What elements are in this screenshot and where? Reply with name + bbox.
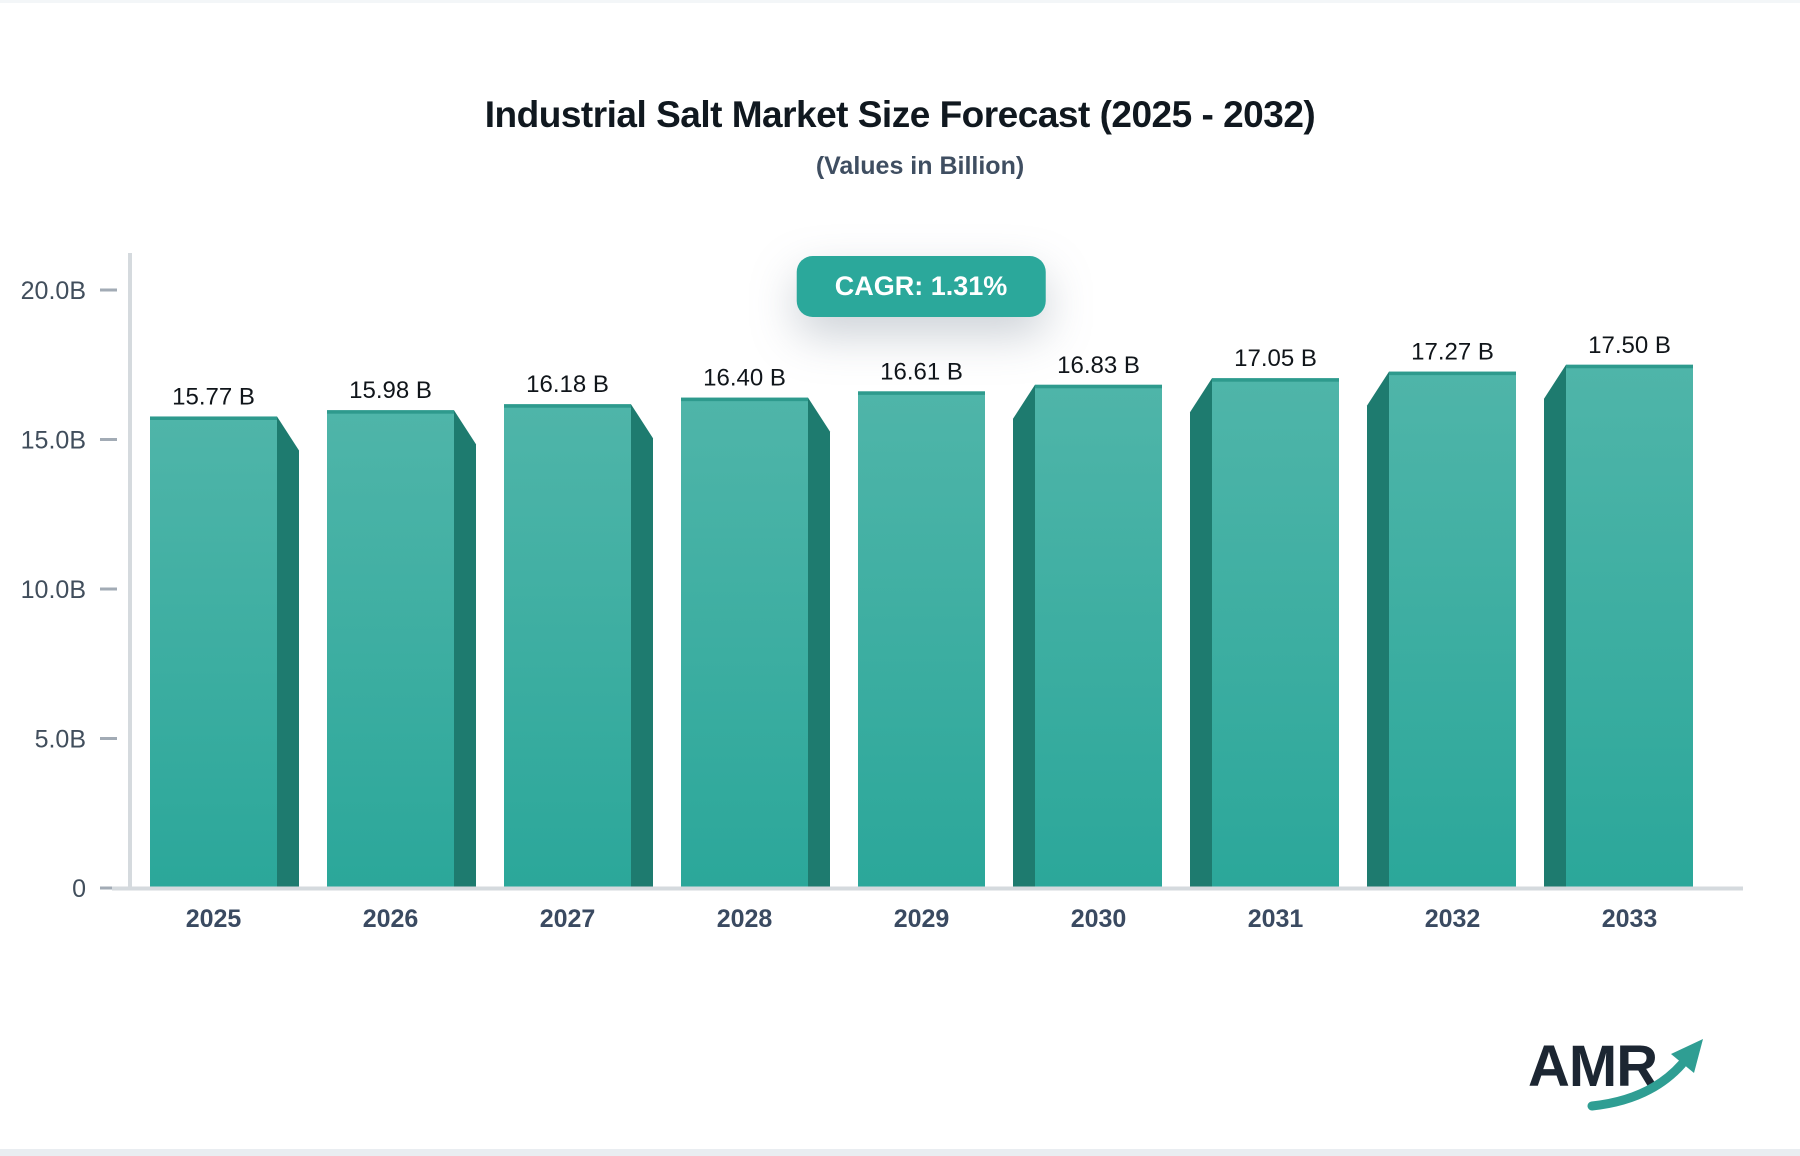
bar-value-label: 15.77 B (172, 383, 255, 410)
y-axis-tick (100, 587, 117, 591)
bar-face (504, 404, 631, 888)
bar-top-edge (327, 410, 454, 414)
y-axis-tick-label: 15.0B (21, 427, 86, 455)
bar-value-label: 17.50 B (1588, 332, 1671, 359)
x-axis-label: 2030 (1071, 905, 1127, 933)
bar-face (1035, 384, 1162, 888)
y-axis-line (128, 253, 132, 890)
chart-header: Industrial Salt Market Size Forecast (20… (0, 94, 1800, 181)
x-axis-label: 2029 (894, 905, 950, 933)
bar-value-label: 16.40 B (703, 365, 786, 392)
bar-top-edge (1035, 384, 1162, 389)
x-axis-label: 2031 (1248, 905, 1304, 933)
y-axis-tick-label: 5.0B (35, 726, 86, 754)
bar-value-label: 17.27 B (1411, 339, 1494, 366)
amr-logo: AMR (1528, 1034, 1703, 1111)
page-bottom-border (0, 1149, 1800, 1156)
logo-arrow-head-icon (1671, 1039, 1703, 1073)
cagr-badge: CAGR: 1.31% (796, 256, 1046, 317)
bar-face (1389, 371, 1516, 888)
bar-top-edge (1212, 378, 1339, 382)
x-axis-label: 2032 (1425, 905, 1481, 933)
bar-face (681, 397, 808, 888)
bar-value-label: 17.05 B (1234, 345, 1317, 372)
bar-side-face (454, 410, 476, 888)
bar-top-edge (150, 416, 277, 420)
y-axis-tick (100, 737, 117, 740)
x-axis-label: 2028 (717, 905, 773, 933)
bar-side-face (1367, 371, 1389, 888)
bar-top-edge (504, 404, 631, 408)
page-top-border (0, 0, 1800, 3)
y-axis-tick (100, 438, 117, 441)
bar-face (327, 410, 454, 888)
bar-face (1212, 378, 1339, 888)
bar-side-face (808, 397, 830, 888)
y-axis-tick (100, 288, 117, 292)
bar-side-face (1544, 364, 1566, 888)
x-axis-label: 2033 (1602, 905, 1658, 933)
bar-value-label: 15.98 B (349, 377, 432, 404)
bar-side-face (631, 404, 653, 888)
bar-side-face (277, 416, 299, 888)
y-axis-tick (100, 886, 117, 890)
x-axis-label: 2027 (540, 905, 596, 933)
bar-side-face (1013, 384, 1035, 888)
x-axis-label: 2026 (363, 905, 419, 933)
logo-arrow-tail (1587, 1059, 1687, 1111)
bar-face (858, 391, 985, 888)
chart-subtitle: (Values in Billion) (815, 152, 1025, 180)
y-axis-tick-label: 20.0B (21, 277, 86, 305)
bar-value-label: 16.61 B (880, 358, 963, 385)
chart-title: Industrial Salt Market Size Forecast (20… (484, 94, 1316, 135)
bar-top-edge (681, 397, 808, 402)
bar-value-label: 16.83 B (1057, 352, 1140, 379)
x-axis-label: 2025 (186, 905, 242, 933)
bar-top-edge (1389, 371, 1516, 376)
bar-top-edge (1566, 364, 1693, 369)
bar-face (1566, 364, 1693, 888)
amr-logo-text: AMR (1528, 1034, 1657, 1099)
bar-face (150, 416, 277, 888)
bar-top-edge (858, 391, 985, 395)
y-axis-tick-label: 10.0B (21, 576, 86, 604)
x-axis-baseline (112, 886, 1743, 891)
bar-side-face (1190, 378, 1212, 888)
y-axis-tick-label: 0 (72, 875, 86, 903)
bar-value-label: 16.18 B (526, 371, 609, 398)
